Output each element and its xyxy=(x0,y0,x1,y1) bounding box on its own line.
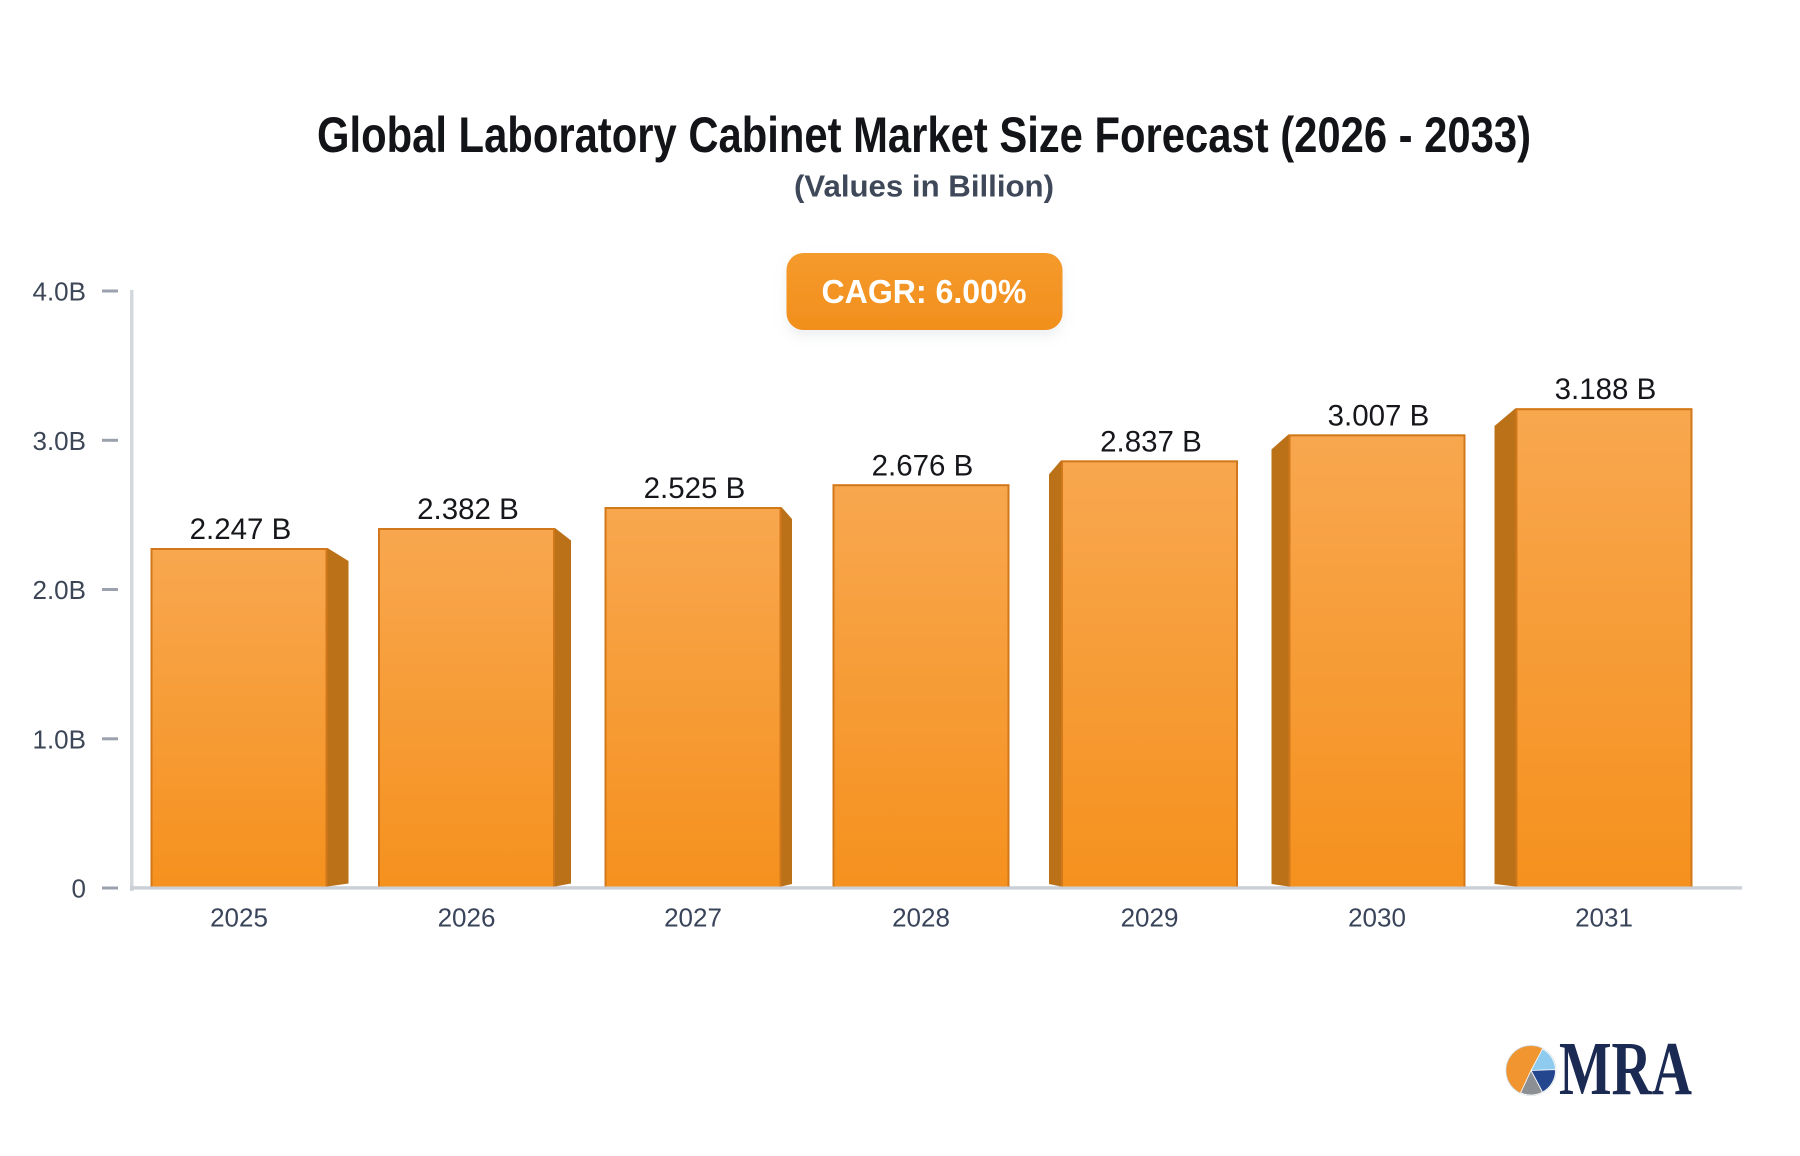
svg-text:0: 0 xyxy=(72,874,86,904)
svg-text:3.188 B: 3.188 B xyxy=(1555,373,1657,406)
svg-text:CAGR: 6.00%: CAGR: 6.00% xyxy=(822,274,1027,311)
svg-text:3.007 B: 3.007 B xyxy=(1328,399,1430,432)
svg-text:Global Laboratory Cabinet Mark: Global Laboratory Cabinet Market Size Fo… xyxy=(317,107,1531,163)
svg-text:2.525 B: 2.525 B xyxy=(644,472,746,505)
svg-text:2025: 2025 xyxy=(210,903,268,933)
svg-text:MRA: MRA xyxy=(1559,1027,1692,1111)
svg-text:4.0B: 4.0B xyxy=(33,277,87,307)
svg-text:2.837 B: 2.837 B xyxy=(1100,425,1202,458)
svg-text:2029: 2029 xyxy=(1121,903,1179,933)
svg-text:2027: 2027 xyxy=(664,903,722,933)
svg-text:2.247 B: 2.247 B xyxy=(190,513,292,546)
svg-text:2031: 2031 xyxy=(1575,903,1633,933)
svg-text:2.676 B: 2.676 B xyxy=(872,449,974,482)
svg-text:2028: 2028 xyxy=(892,903,950,933)
svg-text:2.382 B: 2.382 B xyxy=(417,493,519,526)
svg-text:1.0B: 1.0B xyxy=(33,724,87,754)
svg-text:(Values in Billion): (Values in Billion) xyxy=(794,169,1054,204)
svg-text:2030: 2030 xyxy=(1348,903,1406,933)
svg-text:3.0B: 3.0B xyxy=(33,426,87,456)
svg-text:2.0B: 2.0B xyxy=(33,575,87,605)
svg-text:2026: 2026 xyxy=(438,903,496,933)
